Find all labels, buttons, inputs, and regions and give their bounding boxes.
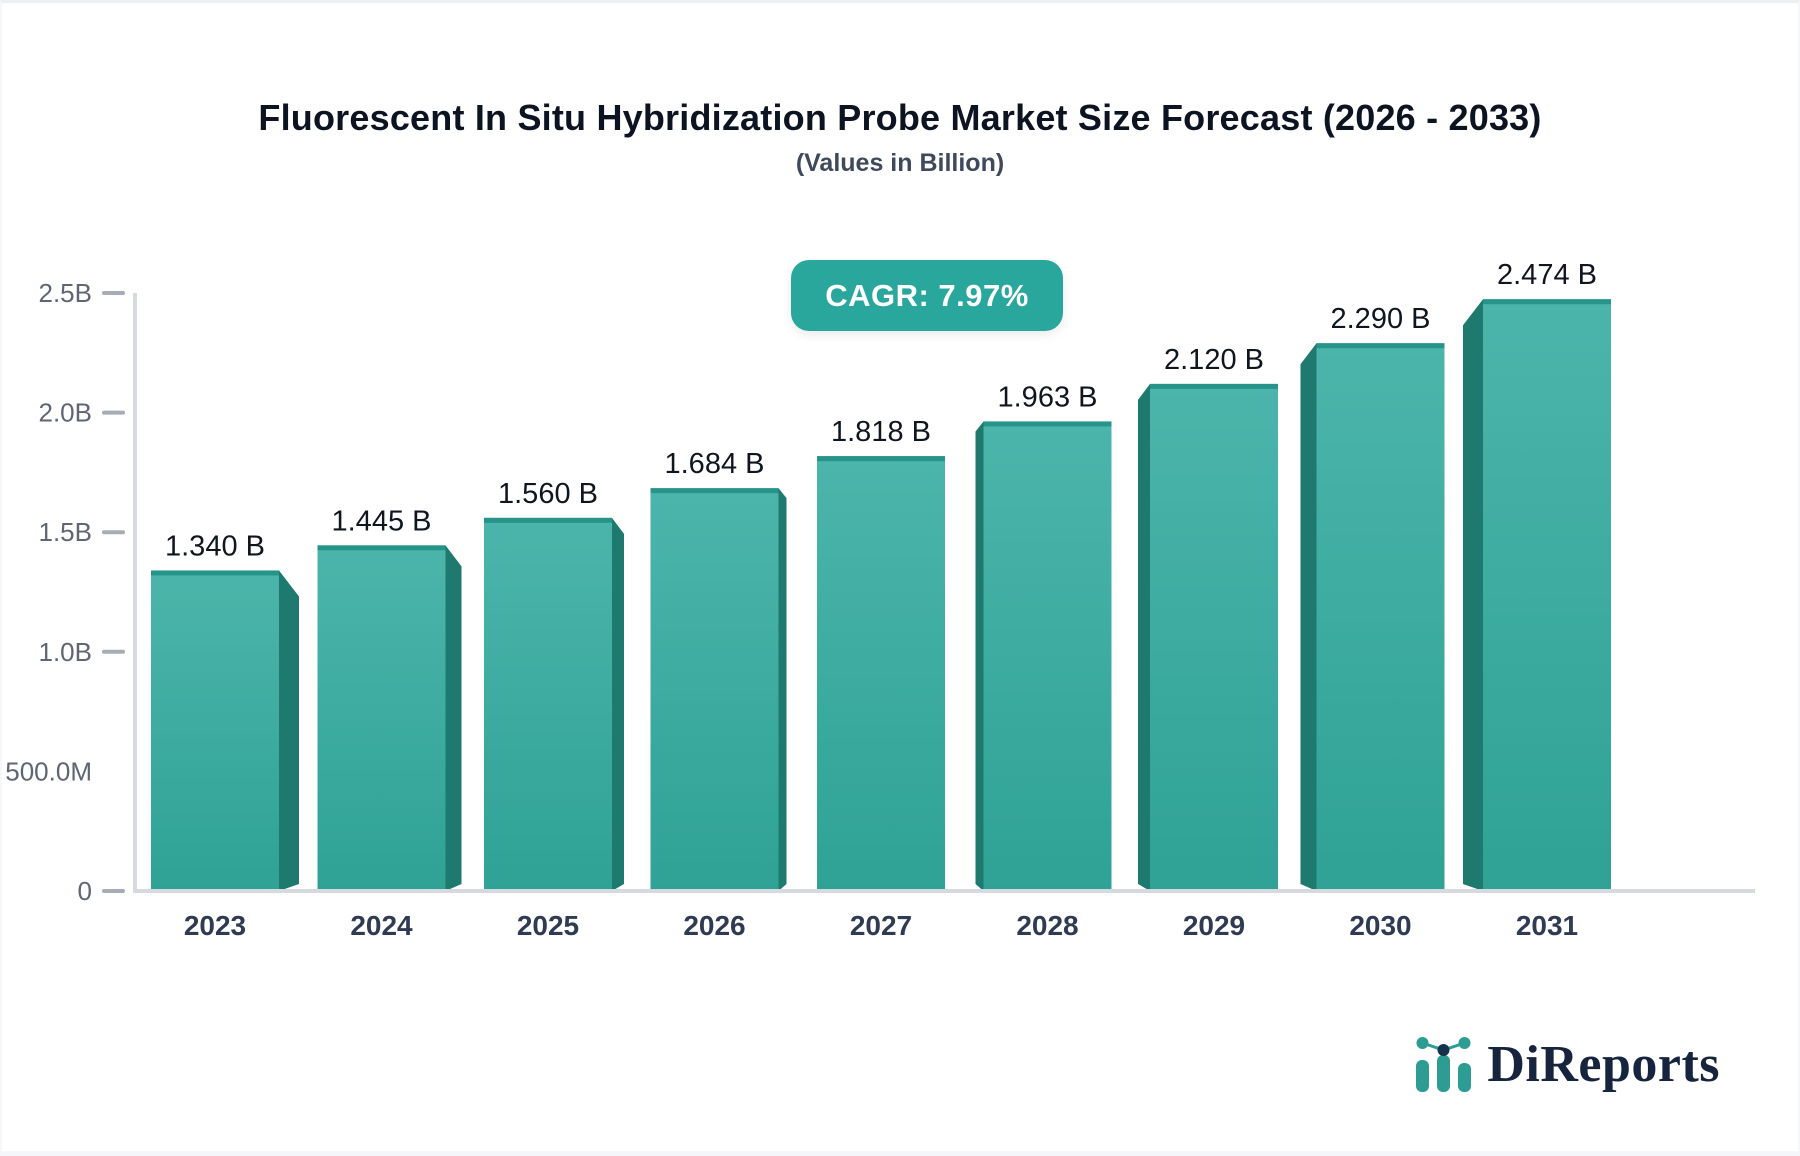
bar-top-edge bbox=[484, 517, 612, 523]
bar-side-face bbox=[975, 421, 984, 891]
x-tick-label: 2028 bbox=[1016, 910, 1078, 941]
bar-2024 bbox=[317, 545, 446, 891]
bar-value-label: 1.445 B bbox=[332, 505, 432, 537]
y-tick-mark bbox=[102, 530, 125, 535]
bar-top-edge bbox=[317, 545, 446, 551]
bar-side-face bbox=[445, 545, 462, 891]
x-axis-line bbox=[133, 889, 1755, 893]
x-tick-label: 2025 bbox=[517, 910, 579, 941]
bar-2028 bbox=[983, 421, 1112, 891]
bar-side-face bbox=[1138, 383, 1150, 891]
x-tick-label: 2023 bbox=[184, 910, 246, 941]
y-tick-label: 0 bbox=[78, 876, 92, 906]
cagr-badge-label: CAGR: 7.97% bbox=[825, 277, 1029, 313]
y-tick-label: 2.0B bbox=[39, 398, 93, 428]
bar-2027 bbox=[817, 456, 945, 891]
bar-value-label: 1.340 B bbox=[165, 530, 265, 562]
bar-value-label: 2.290 B bbox=[1331, 303, 1431, 335]
bar-line-chart-icon bbox=[1416, 1036, 1472, 1092]
bar-side-face bbox=[279, 570, 299, 891]
x-tick-label: 2030 bbox=[1349, 910, 1411, 941]
bar-2029 bbox=[1150, 383, 1278, 891]
bar-chart: 2.5B 2.0B 1.5B 1.0B 500.0M 0 1.340 B 2023 1.445 … bbox=[5, 259, 1755, 941]
bar-2025 bbox=[484, 517, 612, 891]
bar-2023 bbox=[151, 570, 279, 891]
chart-subtitle: (Values in Billion) bbox=[795, 149, 1005, 177]
y-tick-label: 2.5B bbox=[39, 278, 93, 308]
bar-top-edge bbox=[1483, 299, 1611, 305]
bar-value-label: 1.560 B bbox=[498, 478, 598, 510]
bar-2026 bbox=[650, 488, 779, 891]
bar-side-face bbox=[1463, 299, 1483, 891]
y-tick-mark bbox=[102, 291, 125, 295]
y-axis-line bbox=[133, 293, 137, 891]
bar-value-label: 1.818 B bbox=[831, 416, 931, 448]
bar-top-edge bbox=[1316, 343, 1445, 349]
bar-top-edge bbox=[151, 570, 279, 576]
bar-top-edge bbox=[1150, 383, 1278, 389]
bar-side-face bbox=[612, 517, 624, 891]
y-tick-mark bbox=[102, 889, 125, 893]
bar-top-edge bbox=[817, 456, 945, 462]
y-tick-mark bbox=[102, 649, 125, 654]
bar-value-label: 2.474 B bbox=[1497, 259, 1597, 291]
y-tick-label: 500.0M bbox=[5, 756, 92, 786]
x-tick-label: 2029 bbox=[1183, 910, 1245, 941]
bar-side-face bbox=[778, 488, 787, 891]
bar-top-edge bbox=[983, 421, 1112, 427]
bar-value-label: 2.120 B bbox=[1164, 344, 1264, 376]
bar-2030 bbox=[1316, 343, 1445, 891]
bar-2031 bbox=[1483, 299, 1611, 891]
bar-value-label: 1.963 B bbox=[998, 381, 1098, 413]
bar-side-face bbox=[1300, 343, 1317, 891]
logo-text: DiReports bbox=[1487, 1036, 1720, 1093]
y-tick-label: 1.0B bbox=[39, 637, 93, 667]
x-tick-label: 2026 bbox=[683, 910, 745, 941]
direports-logo: DiReports bbox=[1415, 1035, 1720, 1094]
y-tick-label: 1.5B bbox=[39, 517, 93, 547]
cagr-badge: CAGR: 7.97% bbox=[791, 260, 1063, 331]
bar-value-label: 1.684 B bbox=[665, 448, 765, 480]
y-tick-mark bbox=[102, 410, 125, 415]
x-tick-label: 2027 bbox=[850, 910, 912, 941]
x-tick-label: 2031 bbox=[1516, 910, 1578, 941]
x-tick-label: 2024 bbox=[350, 910, 413, 941]
chart-title: Fluorescent In Situ Hybridization Probe … bbox=[258, 97, 1542, 138]
bar-top-edge bbox=[650, 488, 779, 494]
